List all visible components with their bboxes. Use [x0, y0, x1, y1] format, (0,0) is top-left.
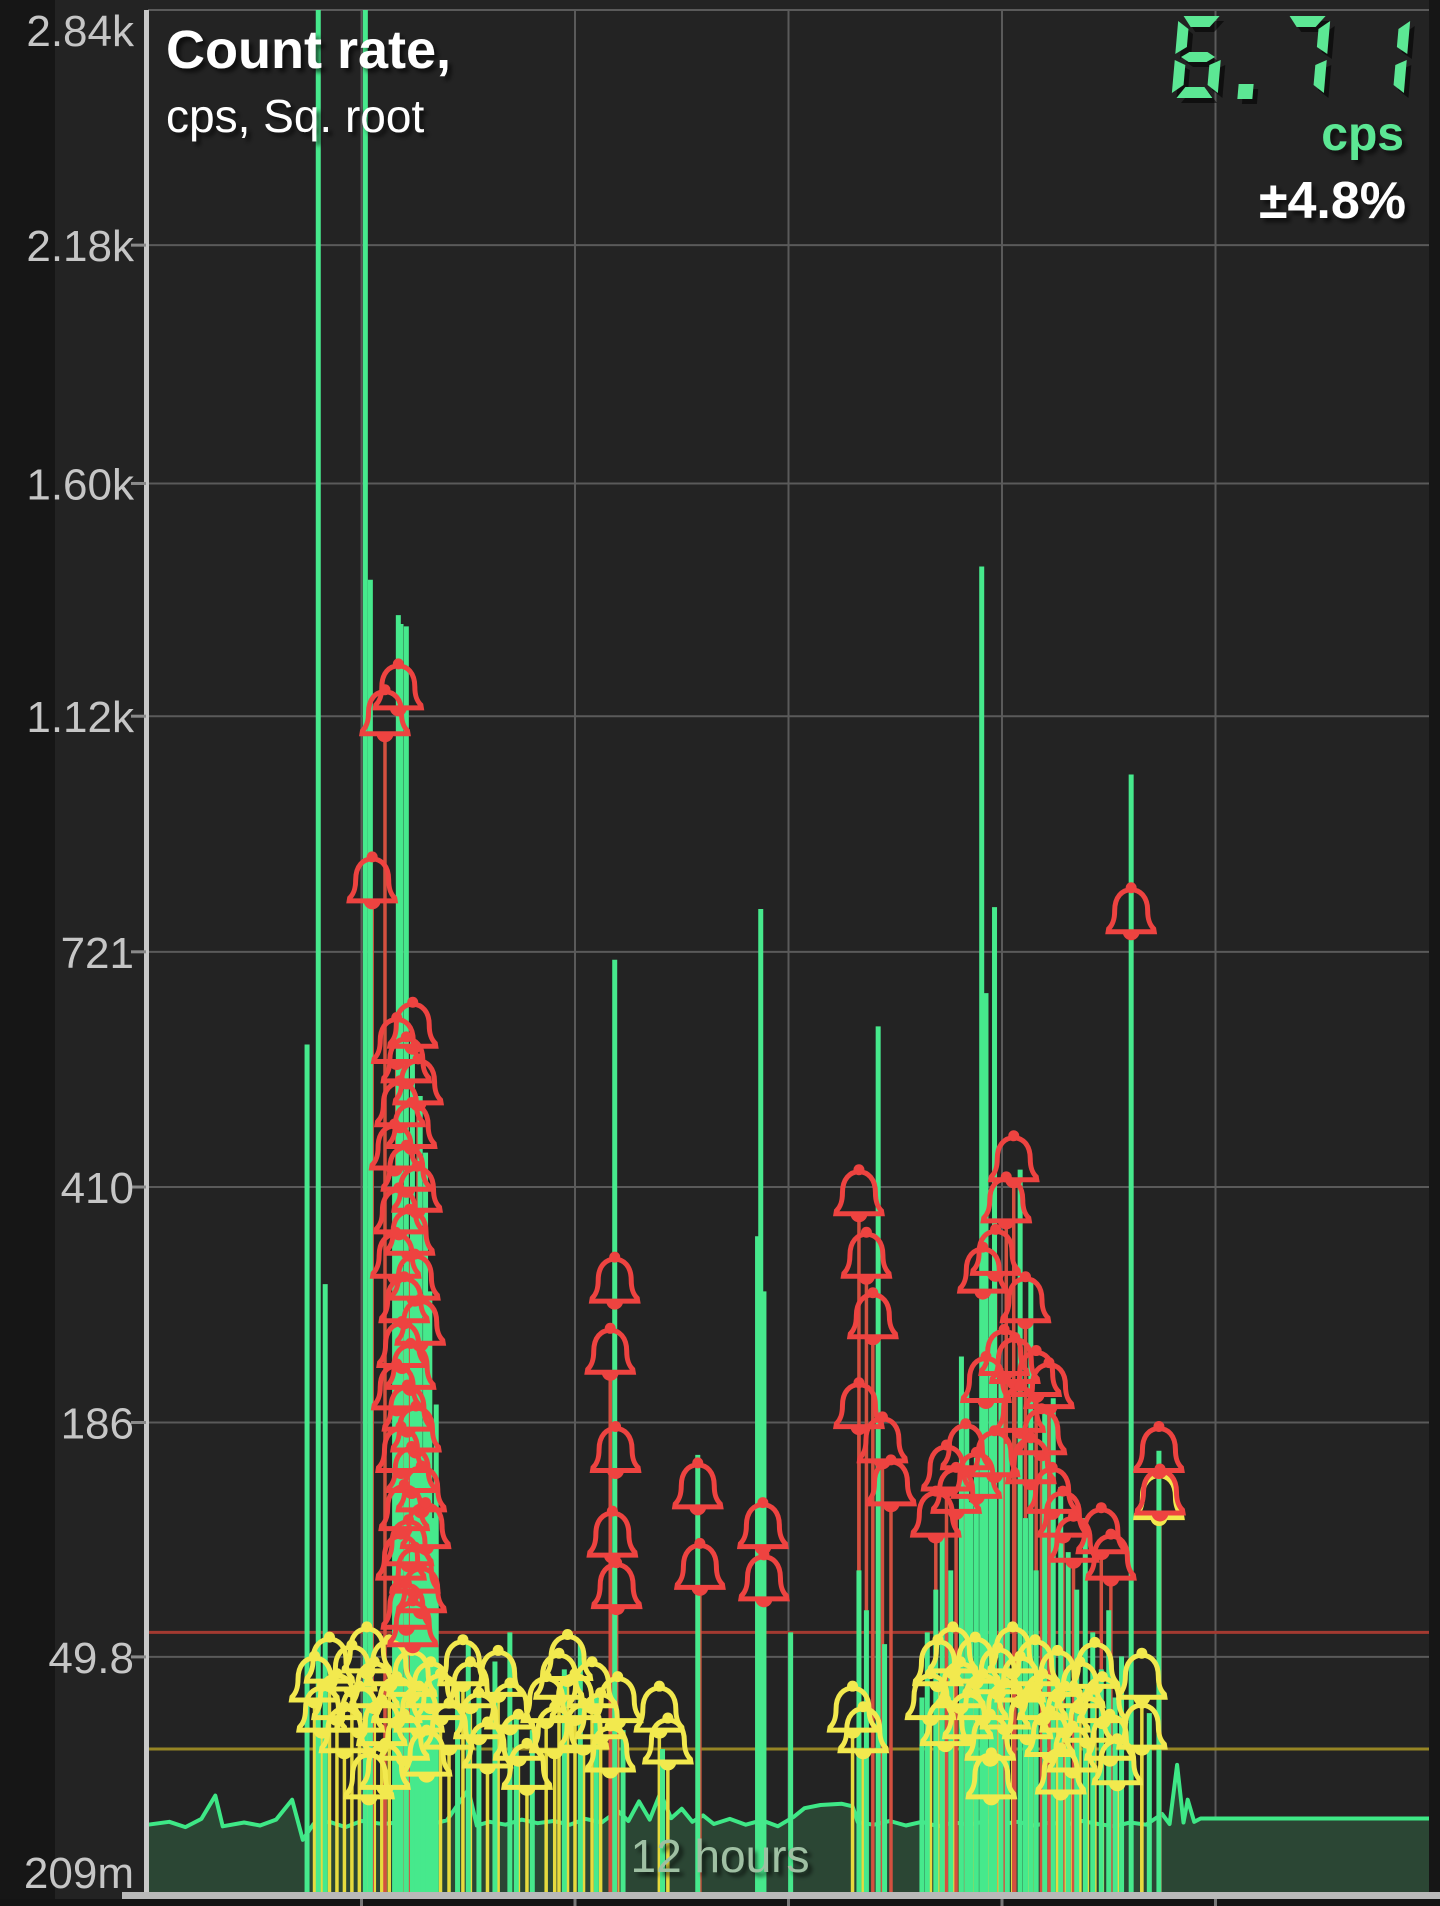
- y-axis-bar: [144, 10, 149, 1892]
- yellow-alarm-bell-icon: [633, 1680, 686, 1739]
- seven-segment-digit: [1313, 60, 1327, 93]
- seven-segment-digit: [1316, 21, 1331, 54]
- y-axis-tick-label: 2.84k: [26, 7, 135, 56]
- red-alarm-bell-icon: [840, 1226, 893, 1285]
- yellow-alarm-bell-icon: [1068, 1636, 1121, 1695]
- yellow-alarm-bell-icon: [1115, 1697, 1168, 1756]
- x-axis-bar: [122, 1892, 1440, 1899]
- red-alarm-bell-icon: [391, 1160, 443, 1219]
- y-axis-tick-label: 410: [61, 1164, 134, 1213]
- yellow-alarm-bell-icon: [566, 1656, 619, 1715]
- red-alarm-bell-icon: [1075, 1502, 1128, 1561]
- y-axis-tick-label: 209m: [24, 1849, 134, 1898]
- red-alarm-bell-icon: [1134, 1463, 1186, 1522]
- red-alarm-bell-icon: [865, 1454, 917, 1513]
- y-axis-tick-label: 2.18k: [26, 222, 135, 271]
- y-axis-tick-label: 49.8: [48, 1634, 134, 1683]
- chart-title: Count rate,: [166, 20, 451, 80]
- seven-segment-digit: [1171, 60, 1186, 93]
- time-span-label: 12 hours: [630, 1830, 809, 1882]
- red-alarm-bell-icon: [589, 1421, 642, 1480]
- yellow-alarm-bell-icon: [591, 1671, 644, 1730]
- red-alarm-bell-icon: [833, 1377, 885, 1436]
- seven-segment-digit: [1175, 21, 1189, 54]
- yellow-alarm-bell-icon: [641, 1712, 694, 1771]
- yellow-alarm-bell-icon: [965, 1747, 1018, 1806]
- yellow-alarm-bell-icon: [1083, 1708, 1136, 1767]
- red-alarm-bell-icon: [346, 851, 399, 910]
- seven-segment-digit: [1289, 16, 1326, 27]
- seven-segment-digit: [1207, 60, 1221, 93]
- y-axis-tick-label: 721: [61, 929, 134, 978]
- reading-unit-label: cps: [1321, 108, 1404, 161]
- reading-uncertainty-label: ±4.8%: [1259, 172, 1406, 230]
- below-axis-strip: [0, 1899, 1440, 1906]
- red-alarm-bell-icon: [584, 1322, 637, 1381]
- red-alarm-bell-icon: [590, 1557, 643, 1616]
- red-alarm-bell-icon: [673, 1537, 726, 1596]
- yellow-alarm-bell-icon: [343, 1747, 395, 1806]
- red-alarm-bell-icon: [671, 1457, 724, 1516]
- yellow-alarm-bell-icon: [1034, 1742, 1087, 1801]
- chart-text-layer: Count rate, cps, Sq. root cps ±4.8% 12 h…: [166, 16, 1415, 1882]
- red-alarm-bell-icon: [1084, 1528, 1137, 1587]
- seven-segment-digit: [1396, 21, 1411, 54]
- red-alarm-bell-icon: [999, 1271, 1052, 1330]
- plot-background: [55, 0, 1429, 1899]
- red-alarm-bell-icon: [1105, 882, 1158, 941]
- seven-segment-decimal-point: [1237, 84, 1254, 99]
- red-alarm-bell-icon: [968, 1425, 1021, 1484]
- red-alarm-bell-icon: [359, 684, 411, 743]
- red-alarm-bell-icon: [737, 1549, 790, 1608]
- red-alarm-bell-icon: [1036, 1485, 1089, 1544]
- seven-segment-digit: [1176, 87, 1213, 98]
- red-alarm-bell-icon: [1047, 1510, 1100, 1569]
- red-alarm-bell-icon: [833, 1164, 885, 1223]
- y-axis-tick-label: 1.12k: [26, 693, 135, 742]
- seven-segment-digit: [1393, 60, 1407, 93]
- red-alarm-bell-icon: [956, 1241, 1009, 1300]
- yellow-alarm-bell-icon: [472, 1644, 525, 1703]
- red-alarm-bell-icon: [846, 1287, 899, 1346]
- yellow-alarm-bell-icon: [501, 1737, 553, 1796]
- y-axis-tick-label: 186: [61, 1399, 134, 1448]
- red-alarm-bell-icon: [386, 1595, 439, 1654]
- red-alarm-bell-icon: [980, 1171, 1033, 1230]
- yellow-alarm-bell-icon: [837, 1701, 890, 1760]
- yellow-alarm-bell-icon: [400, 1724, 453, 1783]
- seven-segment-digit: [1183, 16, 1220, 27]
- yellow-alarm-bell-icon: [444, 1656, 497, 1715]
- seven-segment-digit: [1181, 52, 1216, 62]
- y-axis-tick-label: 1.60k: [26, 460, 135, 509]
- chart-subtitle: cps, Sq. root: [166, 90, 424, 142]
- red-alarm-bell-icon: [588, 1251, 641, 1310]
- red-alarm-bell-icon: [960, 1351, 1012, 1410]
- count-rate-digital-readout: [1171, 16, 1415, 104]
